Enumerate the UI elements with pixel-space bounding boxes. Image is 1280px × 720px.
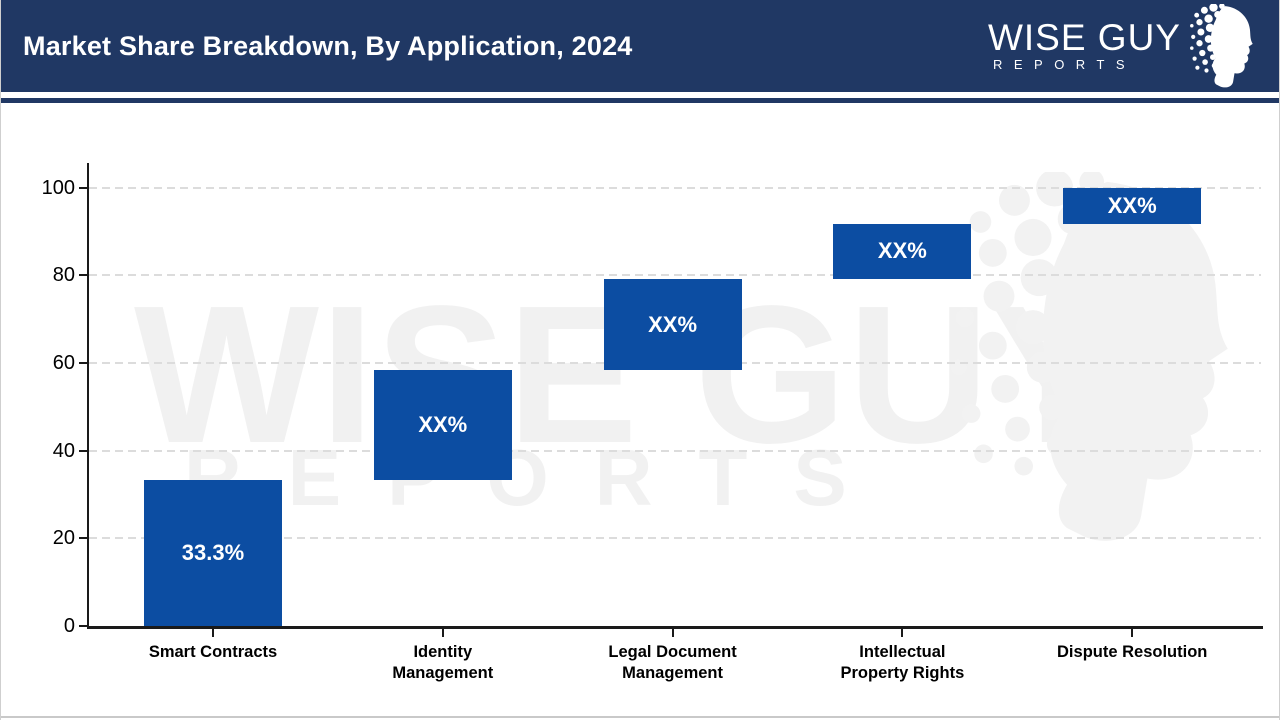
bar-legal-document-management: XX%	[603, 278, 742, 371]
bar-intellectual-property-rights: XX%	[833, 223, 972, 279]
y-tick-label: 20	[52, 527, 75, 550]
y-tick-label: 100	[41, 176, 75, 199]
y-axis-tick	[79, 186, 87, 189]
y-tick-label: 80	[52, 264, 75, 287]
y-tick-label: 60	[52, 351, 75, 374]
y-axis-tick	[79, 449, 87, 452]
x-axis-label-identity-management: Identity Management	[392, 643, 494, 682]
y-tick-label: 0	[63, 615, 75, 637]
bar-smart-contracts: 33.3%	[144, 479, 282, 626]
x-axis-tick	[671, 629, 674, 637]
x-axis-tick	[212, 629, 214, 637]
y-axis-tick	[79, 537, 87, 540]
y-axis-tick	[79, 625, 87, 627]
bar-identity-management: XX%	[373, 370, 512, 480]
wiseguy-face-icon	[1190, 4, 1253, 88]
bar-value-label: XX%	[648, 311, 698, 337]
header-bar: Market Share Breakdown, By Application, …	[1, 0, 1279, 92]
x-axis-line	[87, 626, 1263, 629]
y-gridline	[89, 274, 1261, 277]
bar-value-label: XX%	[418, 412, 468, 438]
y-tick-label: 40	[52, 439, 75, 462]
y-axis-line	[87, 163, 89, 629]
x-axis-tick	[901, 629, 904, 637]
bar-value-label: XX%	[1107, 192, 1157, 218]
bar-value-label: 33.3%	[181, 539, 245, 565]
page-title: Market Share Breakdown, By Application, …	[23, 30, 633, 61]
watermark-reports-text: REPORTS	[184, 433, 893, 522]
x-axis-label-dispute-resolution: Dispute Resolution	[1057, 643, 1208, 661]
y-axis-tick	[79, 274, 87, 277]
logo-reports-label: REPORTS	[992, 57, 1137, 72]
header-divider	[1, 98, 1279, 103]
logo-wiseguy-label: WISE GUY	[987, 17, 1181, 58]
bottom-border	[1, 716, 1279, 718]
x-axis-tick	[1131, 629, 1134, 637]
y-gridline	[89, 449, 1261, 452]
wiseguy-logo: WISE GUY REPORTS	[988, 4, 1263, 88]
wiseguy-logo-text: WISE GUY REPORTS	[988, 19, 1181, 73]
x-axis-label-smart-contracts: Smart Contracts	[148, 643, 278, 661]
y-gridline	[89, 186, 1261, 189]
x-axis-label-intellectual-property-rights: Intellectual Property Rights	[840, 643, 965, 682]
x-axis-tick	[441, 629, 444, 637]
y-axis-tick	[79, 361, 87, 364]
y-gridline	[89, 537, 1261, 540]
x-axis-label-legal-document-management: Legal Document Management	[608, 643, 737, 682]
watermark-face-icon	[951, 172, 1228, 541]
bar-dispute-resolution: XX%	[1063, 187, 1202, 224]
bar-value-label: XX%	[877, 238, 927, 264]
